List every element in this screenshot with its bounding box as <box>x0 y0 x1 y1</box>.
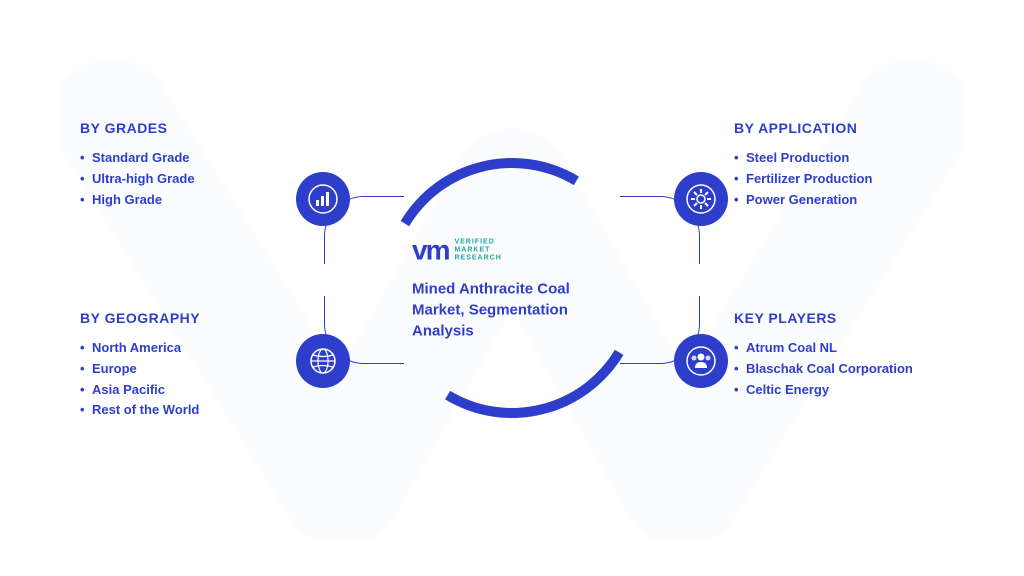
brand-logo: vm VERIFIED MARKET RESEARCH <box>412 235 612 267</box>
logo-mark: vm <box>412 235 448 267</box>
list-item: Celtic Energy <box>734 380 954 401</box>
center-hub: vm VERIFIED MARKET RESEARCH Mined Anthra… <box>382 158 642 418</box>
segment-title-geography: BY GEOGRAPHY <box>80 310 300 326</box>
list-item: Steel Production <box>734 148 954 169</box>
list-item: Europe <box>80 359 300 380</box>
list-item: Asia Pacific <box>80 380 300 401</box>
gear-icon <box>674 172 728 226</box>
segment-title-application: BY APPLICATION <box>734 120 954 136</box>
list-item: Power Generation <box>734 190 954 211</box>
chart-icon <box>296 172 350 226</box>
list-item: Fertilizer Production <box>734 169 954 190</box>
logo-text: VERIFIED MARKET RESEARCH <box>454 239 501 262</box>
segment-application: BY APPLICATION Steel Production Fertiliz… <box>734 120 954 210</box>
list-item: Standard Grade <box>80 148 300 169</box>
segment-geography: BY GEOGRAPHY North America Europe Asia P… <box>80 310 300 421</box>
segment-grades: BY GRADES Standard Grade Ultra-high Grad… <box>80 120 300 210</box>
segment-title-grades: BY GRADES <box>80 120 300 136</box>
list-item: Blaschak Coal Corporation <box>734 359 954 380</box>
list-item: Rest of the World <box>80 400 300 421</box>
segment-list-grades: Standard Grade Ultra-high Grade High Gra… <box>80 148 300 210</box>
list-item: Ultra-high Grade <box>80 169 300 190</box>
center-title: Mined Anthracite Coal Market, Segmentati… <box>412 279 612 342</box>
people-icon <box>674 334 728 388</box>
segment-title-players: KEY PLAYERS <box>734 310 954 326</box>
segment-list-geography: North America Europe Asia Pacific Rest o… <box>80 338 300 421</box>
center-content: vm VERIFIED MARKET RESEARCH Mined Anthra… <box>412 235 612 342</box>
list-item: North America <box>80 338 300 359</box>
segment-list-application: Steel Production Fertilizer Production P… <box>734 148 954 210</box>
segment-list-players: Atrum Coal NL Blaschak Coal Corporation … <box>734 338 954 400</box>
globe-icon <box>296 334 350 388</box>
list-item: Atrum Coal NL <box>734 338 954 359</box>
list-item: High Grade <box>80 190 300 211</box>
segment-players: KEY PLAYERS Atrum Coal NL Blaschak Coal … <box>734 310 954 400</box>
infographic-container: vm VERIFIED MARKET RESEARCH Mined Anthra… <box>0 0 1024 576</box>
